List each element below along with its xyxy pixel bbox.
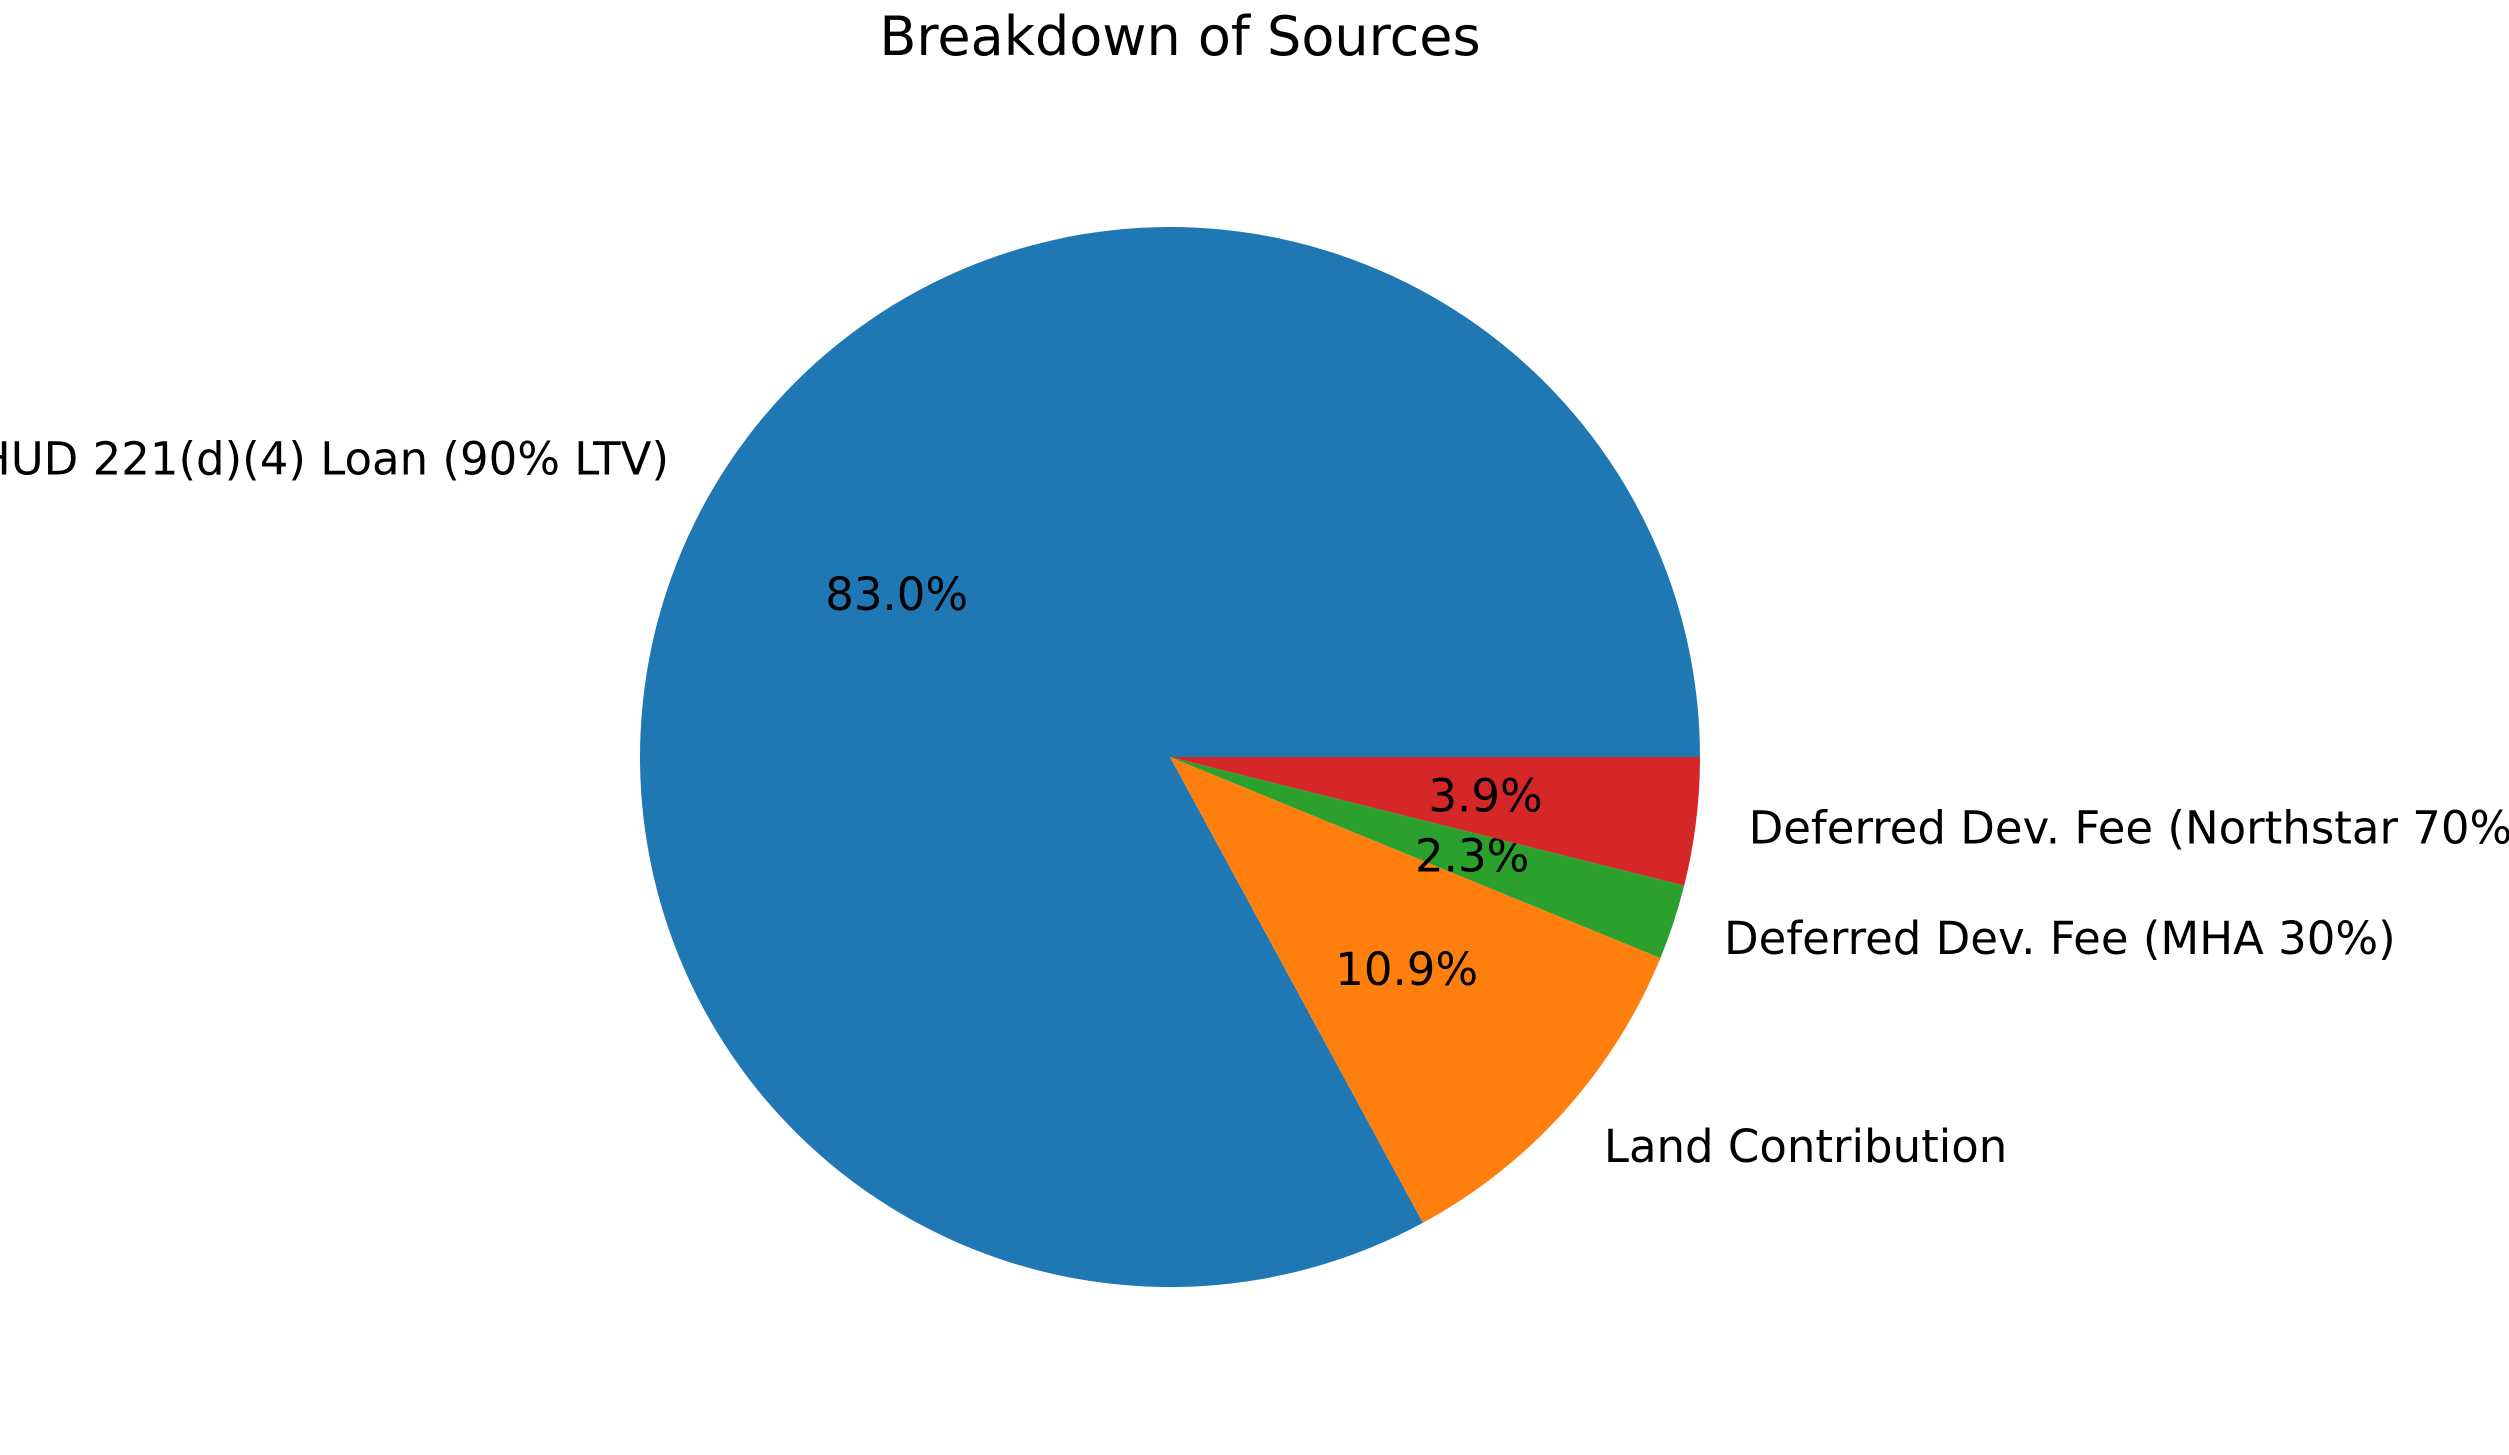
slice-pct-deferred-dev-fee-northstar-70: 3.9% [1428, 769, 1542, 822]
slice-pct-land-contribution: 10.9% [1335, 943, 1478, 996]
pie-slice-hud-221-d-4-loan-90-ltv [639, 227, 1700, 1288]
slice-label-deferred-dev-fee-mha-30: Deferred Dev. Fee (MHA 30%) [1724, 912, 2396, 965]
pie-slice-land-contribution [1170, 757, 1661, 1223]
pie-slice-deferred-dev-fee-northstar-70 [1170, 757, 1700, 886]
slice-label-hud-221-d-4-loan-90-ltv: HUD 221(d)(4) Loan (90% LTV) [0, 432, 669, 485]
slice-label-land-contribution: Land Contribution [1604, 1120, 2007, 1173]
slice-label-deferred-dev-fee-northstar-70: Deferred Dev. Fee (Northstar 70%) [1749, 802, 2509, 855]
slice-pct-hud-221-d-4-loan-90-ltv: 83.0% [825, 568, 968, 621]
pie-slice-deferred-dev-fee-mha-30 [1170, 757, 1685, 959]
chart-title: Breakdown of Sources [879, 5, 1481, 68]
